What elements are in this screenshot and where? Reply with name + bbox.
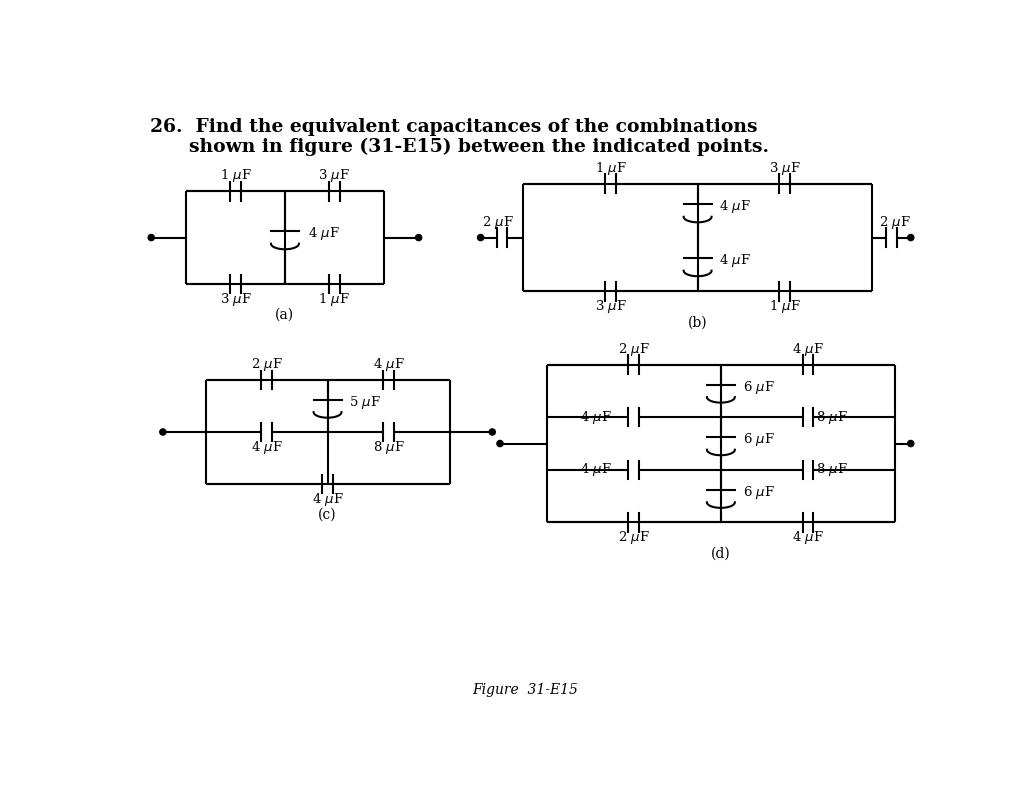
Circle shape (907, 440, 913, 447)
Text: 8 $\mu$F: 8 $\mu$F (373, 439, 404, 456)
Text: 2 $\mu$F: 2 $\mu$F (880, 213, 911, 231)
Text: (a): (a) (275, 308, 295, 321)
Text: 2 $\mu$F: 2 $\mu$F (251, 356, 283, 373)
Text: 2 $\mu$F: 2 $\mu$F (482, 213, 514, 231)
Text: 3 $\mu$F: 3 $\mu$F (769, 160, 801, 177)
Text: 1 $\mu$F: 1 $\mu$F (769, 298, 801, 316)
Text: 2 $\mu$F: 2 $\mu$F (617, 340, 649, 358)
Text: 1 $\mu$F: 1 $\mu$F (220, 168, 251, 185)
Text: 6 $\mu$F: 6 $\mu$F (742, 484, 774, 501)
Text: 4 $\mu$F: 4 $\mu$F (251, 439, 283, 456)
Text: 5 $\mu$F: 5 $\mu$F (349, 394, 381, 411)
Text: Figure  31-E15: Figure 31-E15 (472, 683, 578, 698)
Text: 1 $\mu$F: 1 $\mu$F (595, 160, 627, 177)
Text: 4 $\mu$F: 4 $\mu$F (308, 225, 340, 242)
Text: 1 $\mu$F: 1 $\mu$F (318, 291, 350, 308)
Circle shape (160, 429, 166, 435)
Text: 6 $\mu$F: 6 $\mu$F (742, 379, 774, 396)
Text: 3 $\mu$F: 3 $\mu$F (220, 291, 251, 308)
Text: 8 $\mu$F: 8 $\mu$F (816, 461, 848, 479)
Circle shape (489, 429, 496, 435)
Text: (d): (d) (711, 547, 731, 560)
Circle shape (148, 234, 155, 240)
Text: (b): (b) (688, 316, 708, 329)
Text: 4 $\mu$F: 4 $\mu$F (373, 356, 404, 373)
Text: 2 $\mu$F: 2 $\mu$F (617, 530, 649, 547)
Circle shape (477, 234, 483, 240)
Text: 4 $\mu$F: 4 $\mu$F (581, 461, 612, 479)
Text: 6 $\mu$F: 6 $\mu$F (742, 431, 774, 448)
Text: 3 $\mu$F: 3 $\mu$F (595, 298, 627, 316)
Circle shape (907, 234, 913, 240)
Circle shape (497, 440, 503, 447)
Text: shown in figure (31-E15) between the indicated points.: shown in figure (31-E15) between the ind… (150, 137, 769, 156)
Text: 4 $\mu$F: 4 $\mu$F (581, 409, 612, 426)
Text: 4 $\mu$F: 4 $\mu$F (793, 340, 824, 358)
Text: 4 $\mu$F: 4 $\mu$F (793, 530, 824, 547)
Text: 4 $\mu$F: 4 $\mu$F (719, 198, 751, 215)
Text: (c): (c) (318, 507, 337, 522)
Text: 4 $\mu$F: 4 $\mu$F (719, 252, 751, 269)
Circle shape (416, 234, 422, 240)
Text: 3 $\mu$F: 3 $\mu$F (318, 168, 350, 185)
Text: 26.  Find the equivalent capacitances of the combinations: 26. Find the equivalent capacitances of … (150, 118, 757, 136)
Text: 4 $\mu$F: 4 $\mu$F (311, 491, 343, 508)
Text: 8 $\mu$F: 8 $\mu$F (816, 409, 848, 426)
